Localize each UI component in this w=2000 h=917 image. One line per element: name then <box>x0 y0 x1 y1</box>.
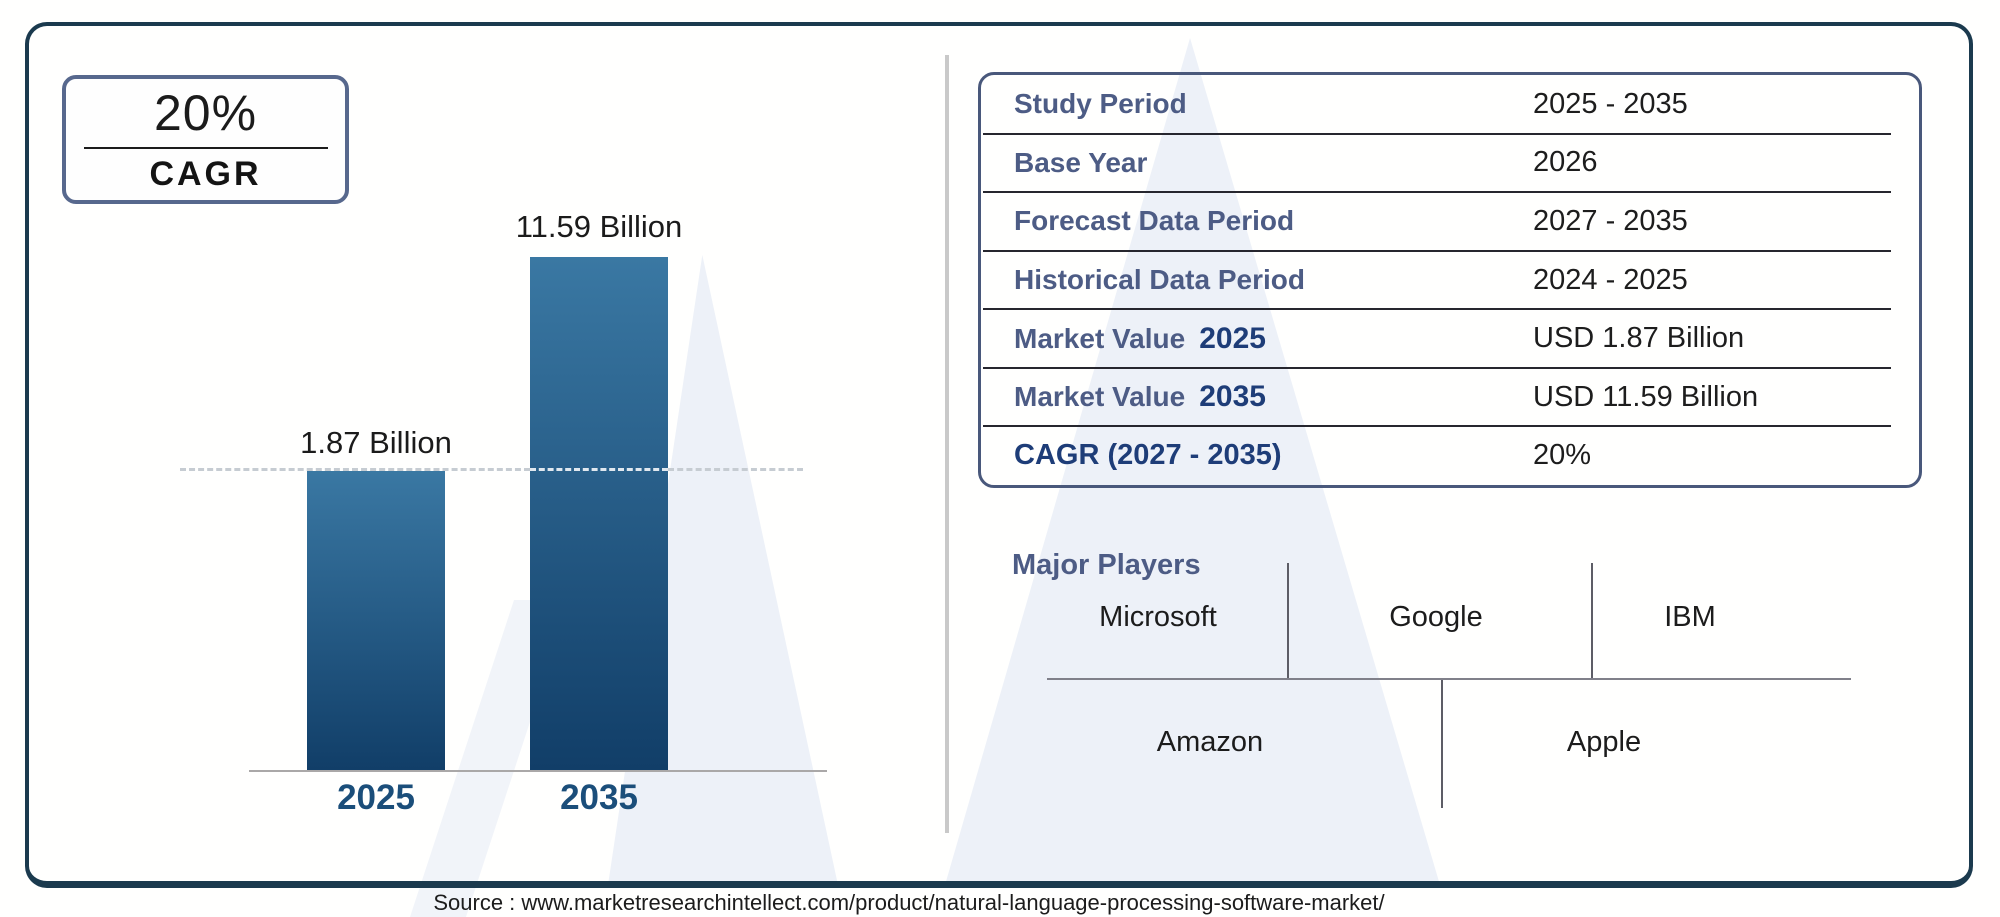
row-value: 20% <box>1533 439 1592 472</box>
row-value: 2027 - 2035 <box>1533 204 1688 237</box>
players-grid-vline <box>1591 563 1593 678</box>
players-grid-hline <box>1047 678 1851 680</box>
player-ibm: IBM <box>1664 601 1716 633</box>
bar-value-label-2025: 1.87 Billion <box>300 425 452 460</box>
player-microsoft: Microsoft <box>1099 601 1217 633</box>
table-row-study-period: Study Period 2025 - 2035 <box>981 75 1919 135</box>
x-axis-line <box>249 770 827 772</box>
row-label: Market Value 2035 <box>1014 380 1266 414</box>
reference-dashed-line <box>180 468 530 471</box>
player-google: Google <box>1389 601 1483 633</box>
table-row-base-year: Base Year 2026 <box>981 134 1919 193</box>
table-row-market-value-2035: Market Value 2035 USD 11.59 Billion <box>981 368 1919 428</box>
bar-2025 <box>307 471 445 770</box>
row-value: 2026 <box>1533 146 1598 179</box>
cagr-badge-label: CAGR <box>149 155 262 193</box>
row-label: Base Year <box>1014 146 1148 178</box>
row-value: USD 11.59 Billion <box>1533 380 1759 413</box>
row-label-year: 2035 <box>1199 380 1266 414</box>
player-apple: Apple <box>1566 726 1642 758</box>
row-label: Market Value 2025 <box>1014 321 1266 355</box>
source-attribution: Source : www.marketresearchintellect.com… <box>433 890 1385 915</box>
bar-2035 <box>530 257 668 770</box>
x-axis-label-2025: 2025 <box>337 778 415 817</box>
row-label: Historical Data Period <box>1014 264 1305 296</box>
player-amazon: Amazon <box>1156 726 1264 758</box>
row-value: 2025 - 2035 <box>1533 87 1688 120</box>
x-axis-label-2035: 2035 <box>560 778 638 817</box>
row-label: Study Period <box>1014 88 1187 120</box>
cagr-badge-value: 20% <box>153 85 258 141</box>
table-row-forecast-period: Forecast Data Period 2027 - 2035 <box>981 192 1919 252</box>
bar-value-label-2035: 11.59 Billion <box>515 209 683 244</box>
row-label: Forecast Data Period <box>1014 205 1295 237</box>
reference-dashed-line-over-bar <box>530 468 668 471</box>
study-info-table: Study Period 2025 - 2035 Base Year 2026 … <box>978 72 1922 488</box>
row-value: 2024 - 2025 <box>1533 263 1688 296</box>
cagr-badge: 20% CAGR <box>62 75 349 204</box>
major-players-title: Major Players <box>1012 549 1201 581</box>
panel-divider <box>945 55 949 833</box>
row-label: CAGR (2027 - 2035) <box>1014 439 1282 472</box>
reference-dashed-line <box>668 468 803 471</box>
row-label-year: 2025 <box>1199 321 1266 355</box>
table-row-historical-period: Historical Data Period 2024 - 2025 <box>981 251 1919 310</box>
table-row-cagr: CAGR (2027 - 2035) 20% <box>981 426 1919 485</box>
players-grid-vline <box>1441 680 1443 808</box>
table-row-market-value-2025: Market Value 2025 USD 1.87 Billion <box>981 309 1919 369</box>
row-value: USD 1.87 Billion <box>1533 322 1745 355</box>
cagr-badge-divider <box>83 147 328 149</box>
players-grid-vline <box>1287 563 1289 678</box>
